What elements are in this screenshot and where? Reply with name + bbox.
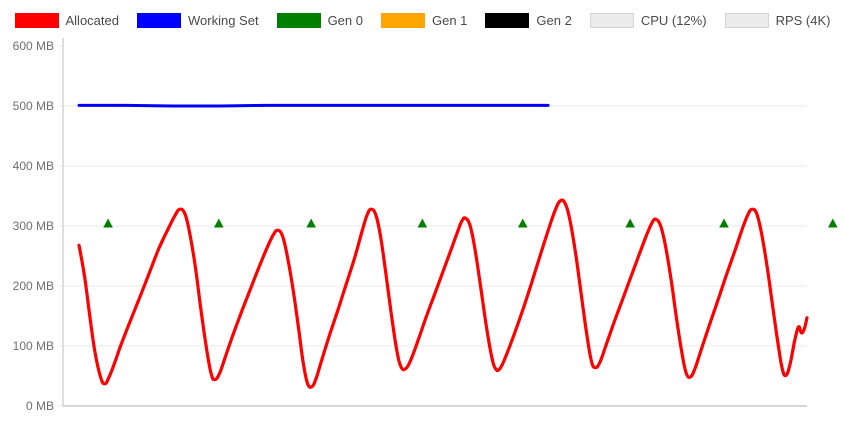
legend-label: Gen 1 [431, 12, 468, 28]
legend-item-gen0[interactable]: Gen 0 [276, 12, 363, 28]
gen0-marker-triangle-up-icon [103, 218, 113, 228]
series-working-set-line [77, 103, 550, 108]
legend-swatch-rps-4k [724, 12, 769, 28]
legend-item-rps[interactable]: RPS (4K) [724, 12, 831, 28]
chart-legend: Allocated Working Set Gen 0 Gen 1 Gen 2 CPU (… [0, 0, 845, 40]
chart-plot-area: 0 MB 100 MB 200 MB 300 MB 400 MB 500 MB 600 MB [0, 34, 845, 443]
chart-canvas [57, 38, 838, 407]
legend-item-allocated[interactable]: Allocated [14, 12, 119, 28]
y-axis-tick-label: 500 MB [12, 99, 54, 113]
series-gen0-markers [103, 218, 838, 228]
legend-item-cpu[interactable]: CPU (12%) [589, 12, 707, 28]
legend-item-working-set[interactable]: Working Set [136, 12, 259, 28]
gen0-marker-triangle-up-icon [827, 218, 838, 228]
legend-item-gen2[interactable]: Gen 2 [485, 12, 572, 28]
y-axis-tick-label: 300 MB [12, 219, 54, 233]
legend-swatch-working-set [136, 12, 181, 28]
legend-label: CPU (12%) [640, 12, 707, 28]
legend-swatch-allocated [14, 12, 59, 28]
legend-label: Allocated [65, 12, 119, 28]
legend-swatch-gen-2 [485, 12, 530, 28]
y-axis-tick-label: 400 MB [12, 159, 54, 173]
gen0-marker-triangle-up-icon [625, 218, 635, 228]
gen0-marker-triangle-up-icon [306, 218, 316, 228]
y-axis-tick-label: 100 MB [12, 339, 54, 353]
legend-label: Gen 2 [536, 12, 572, 28]
legend-item-gen1[interactable]: Gen 1 [380, 12, 468, 28]
y-axis-tick-label: 200 MB [12, 279, 54, 293]
gen0-marker-triangle-up-icon [517, 218, 528, 228]
legend-swatch-gen-0 [276, 12, 321, 28]
y-axis-tick-labels: 0 MB 100 MB 200 MB 300 MB 400 MB 500 MB 600 MB [0, 34, 54, 443]
legend-swatch-gen-1 [380, 12, 425, 28]
allocated-trace [77, 198, 809, 389]
gen0-marker-triangle-up-icon [417, 218, 428, 228]
legend-swatch-cpu-12 [589, 12, 634, 28]
y-axis-tick-label: 600 MB [12, 39, 54, 53]
gen0-marker-triangle-up-icon [213, 218, 224, 228]
gen0-marker-triangle-up-icon [719, 218, 729, 228]
legend-label: Gen 0 [327, 12, 363, 28]
legend-label: Working Set [187, 12, 259, 28]
series-allocated-line [77, 198, 809, 389]
legend-label: RPS (4K) [775, 12, 831, 28]
y-axis-tick-label: 0 MB [25, 399, 54, 413]
working-set-trace [77, 103, 550, 108]
